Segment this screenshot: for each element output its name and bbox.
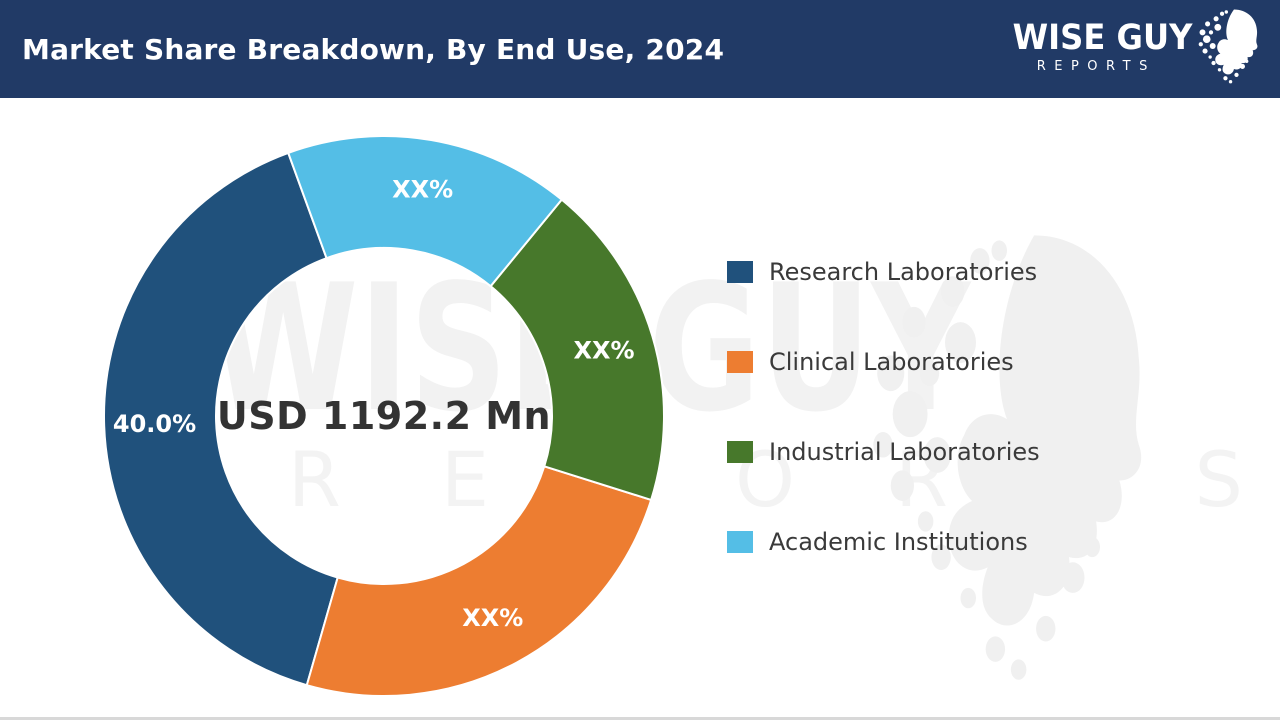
legend-swatch-research-laboratories <box>727 261 753 283</box>
legend-swatch-industrial-laboratories <box>727 441 753 463</box>
legend-item-clinical-laboratories: Clinical Laboratories <box>727 348 1040 376</box>
chart-area: WISE GUY R E P O R T S 40.0% XX% XX% XX% US… <box>0 98 1280 717</box>
segment-value-label: XX% <box>462 604 523 632</box>
logo-wordmark: WISE GUY REPORTS <box>997 18 1192 74</box>
legend-swatch-academic-institutions <box>727 531 753 553</box>
donut-chart: 40.0% XX% XX% XX% <box>103 135 665 697</box>
wiseguy-logo: WISE GUY REPORTS <box>997 6 1262 86</box>
legend-item-research-laboratories: Research Laboratories <box>727 258 1040 286</box>
segment-value-label: 40.0% <box>113 410 196 438</box>
legend-item-academic-institutions: Academic Institutions <box>727 528 1040 556</box>
legend-item-industrial-laboratories: Industrial Laboratories <box>727 438 1040 466</box>
legend: Research Laboratories Clinical Laborator… <box>727 258 1040 618</box>
donut-segment-research-laboratories <box>103 151 339 687</box>
segment-value-label: XX% <box>574 336 635 364</box>
donut-segment-academic-institutions <box>286 135 564 288</box>
donut-center-value: USD 1192.2 Mn <box>216 394 552 438</box>
logo-wordmark-line1: WISE GUY <box>1012 18 1192 58</box>
header: Market Share Breakdown, By End Use, 2024… <box>0 0 1280 98</box>
legend-label: Research Laboratories <box>769 258 1038 286</box>
donut-segment-industrial-laboratories <box>489 198 665 502</box>
legend-label: Clinical Laboratories <box>769 348 1014 376</box>
page-title: Market Share Breakdown, By End Use, 2024 <box>22 32 725 66</box>
legend-label: Academic Institutions <box>769 528 1028 556</box>
legend-swatch-clinical-laboratories <box>727 351 753 373</box>
donut-segment-clinical-laboratories <box>305 465 653 697</box>
logo-wordmark-line2: REPORTS <box>1036 59 1156 74</box>
legend-label: Industrial Laboratories <box>769 438 1040 466</box>
segment-value-label: XX% <box>392 176 453 204</box>
wiseguy-head-icon <box>1198 9 1258 84</box>
